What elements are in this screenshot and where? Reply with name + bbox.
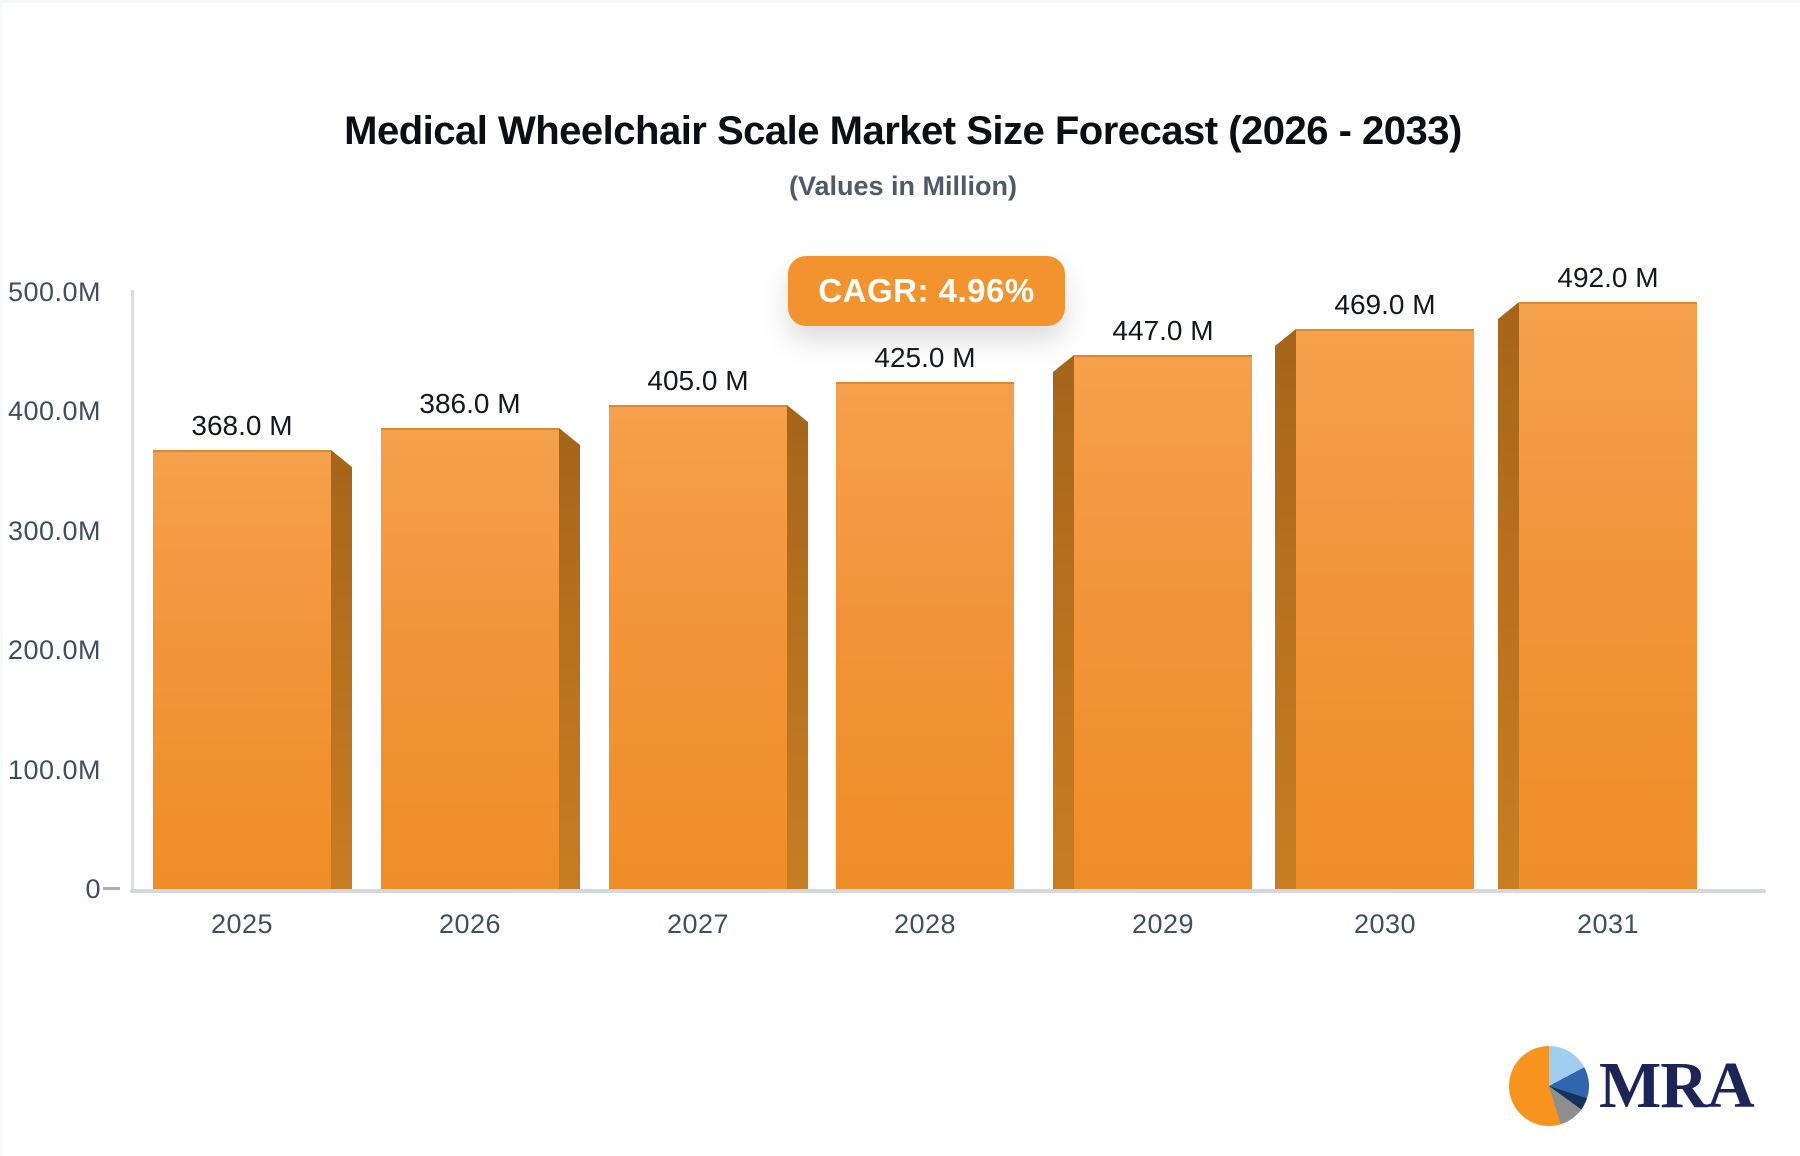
pie-chart-icon <box>1509 1046 1589 1126</box>
y-tick-label: 200.0M <box>7 635 101 666</box>
bar-side-face <box>1275 329 1296 889</box>
y-axis-line <box>131 290 134 893</box>
chart-subtitle: (Values in Million) <box>788 171 1018 201</box>
bar-front-face <box>153 450 331 889</box>
zero-tick-mark <box>103 887 120 890</box>
bar-value-label: 492.0 M <box>1557 262 1659 293</box>
bar-front-face <box>1296 329 1474 889</box>
bar-2031 <box>1498 302 1697 889</box>
bar-value-label: 469.0 M <box>1334 289 1436 320</box>
bar-front-face <box>1519 302 1697 889</box>
bar-2028 <box>836 382 1014 889</box>
bar-side-face <box>331 450 352 889</box>
y-tick-label: 400.0M <box>7 396 101 427</box>
x-axis-label: 2031 <box>1576 909 1640 939</box>
bar-2026 <box>381 428 580 889</box>
x-axis-label: 2028 <box>893 909 957 939</box>
bar-2030 <box>1275 329 1474 889</box>
x-axis-label: 2027 <box>666 909 730 939</box>
bar-side-face <box>1053 355 1074 889</box>
bar-front-face <box>836 382 1014 889</box>
cagr-badge: CAGR: 4.96% <box>788 256 1065 326</box>
cagr-badge-label: CAGR: 4.96% <box>818 272 1035 309</box>
bar-value-label: 447.0 M <box>1112 315 1214 346</box>
bar-side-face <box>559 428 580 889</box>
y-tick-label: 500.0M <box>7 277 101 307</box>
chart-title: Medical Wheelchair Scale Market Size For… <box>344 109 1462 153</box>
bar-2027 <box>609 405 808 889</box>
plot-area: 500.0M 400.0M 300.0M 200.0M 100.0M 0 368.0 M 3… <box>3 3 1800 1156</box>
bar-value-label: 368.0 M <box>191 410 293 441</box>
x-axis-label: 2030 <box>1353 909 1417 939</box>
x-axis-label: 2026 <box>438 909 502 939</box>
x-axis-label: 2025 <box>210 909 274 939</box>
bar-value-label: 405.0 M <box>647 365 749 396</box>
x-axis-label: 2029 <box>1131 909 1195 939</box>
brand-name: MRA <box>1599 1049 1755 1122</box>
bar-front-face <box>609 405 787 889</box>
y-tick-label: 100.0M <box>7 754 101 785</box>
x-axis-line <box>130 889 1766 893</box>
y-tick-label: 300.0M <box>7 515 101 546</box>
bar-side-face <box>1498 302 1519 889</box>
bar-2029 <box>1053 355 1252 889</box>
bar-value-label: 386.0 M <box>419 388 521 419</box>
bar-front-face <box>1074 355 1252 889</box>
brand-logo: MRA <box>1509 1043 1755 1129</box>
bar-2025 <box>153 450 352 889</box>
bar-side-face <box>787 405 808 889</box>
y-tick-label: 0 <box>85 874 101 904</box>
bar-front-face <box>381 428 559 889</box>
bar-value-label: 425.0 M <box>874 342 976 373</box>
